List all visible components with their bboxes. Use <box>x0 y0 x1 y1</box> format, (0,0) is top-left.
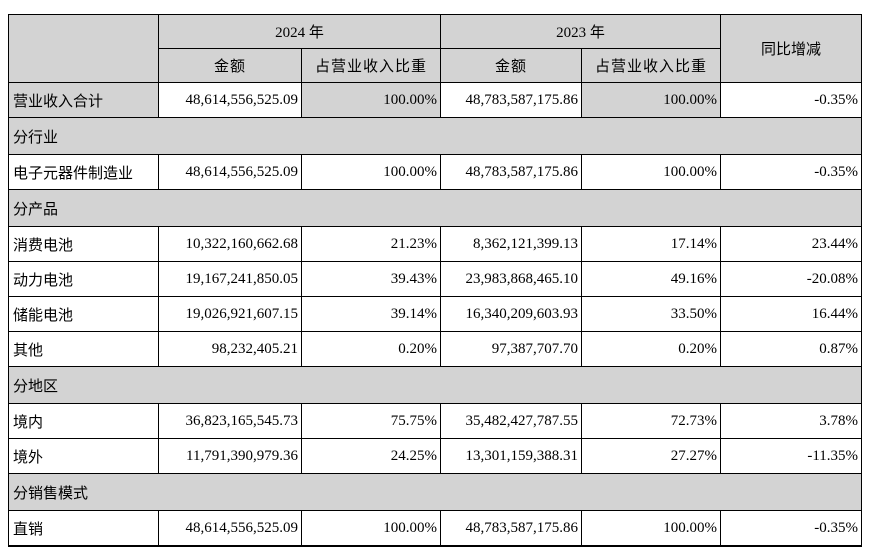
header-row-years: 2024 年 2023 年 同比增减 <box>8 14 863 83</box>
cell-ratio-2023: 33.50% <box>581 296 722 332</box>
cell-ratio-2024: 39.43% <box>300 261 442 297</box>
cell-amount-2024: 48,614,556,525.09 <box>158 510 302 547</box>
section-row-by-product: 分产品 <box>7 189 863 227</box>
cell-amount-2024: 19,167,241,850.05 <box>158 261 302 297</box>
cell-amount-2024: 11,791,390,979.36 <box>158 438 302 474</box>
table-row-overseas: 境外 11,791,390,979.36 24.25% 13,301,159,3… <box>8 438 863 474</box>
cell-ratio-2023: 27.27% <box>581 438 722 474</box>
cell-ratio-2024: 39.14% <box>300 296 442 332</box>
row-label: 直销 <box>8 510 159 547</box>
section-label: 分行业 <box>7 117 863 155</box>
cell-yoy: -0.35% <box>720 154 863 190</box>
row-label: 储能电池 <box>8 296 159 332</box>
table-row-domestic: 境内 36,823,165,545.73 75.75% 35,482,427,7… <box>8 403 863 439</box>
header-amount-2023: 金额 <box>440 48 583 83</box>
cell-ratio-2023: 72.73% <box>581 403 722 439</box>
row-label: 营业收入合计 <box>8 82 159 118</box>
cell-amount-2024: 98,232,405.21 <box>158 331 302 367</box>
cell-amount-2023: 13,301,159,388.31 <box>440 438 583 474</box>
cell-ratio-2023: 100.00% <box>581 154 722 190</box>
cell-ratio-2024: 21.23% <box>300 226 442 262</box>
cell-ratio-2023: 17.14% <box>581 226 722 262</box>
header-year-2024: 2024 年 <box>157 14 442 49</box>
cell-amount-2023: 48,783,587,175.86 <box>440 154 583 190</box>
revenue-breakdown-table: 2024 年 2023 年 同比增减 金额 占营业收入比重 金额 占营业收入比重… <box>7 14 863 547</box>
cell-amount-2024: 19,026,921,607.15 <box>158 296 302 332</box>
cell-yoy: 23.44% <box>720 226 863 262</box>
cell-ratio-2023: 100.00% <box>581 82 722 118</box>
row-label: 动力电池 <box>8 261 159 297</box>
cell-yoy: 0.87% <box>720 331 863 367</box>
table-row-total-revenue: 营业收入合计 48,614,556,525.09 100.00% 48,783,… <box>8 82 863 118</box>
section-row-by-region: 分地区 <box>7 366 863 404</box>
section-label: 分地区 <box>7 366 863 404</box>
cell-amount-2023: 48,783,587,175.86 <box>440 510 583 547</box>
cell-amount-2023: 97,387,707.70 <box>440 331 583 367</box>
cell-amount-2023: 8,362,121,399.13 <box>440 226 583 262</box>
header-ratio-2023: 占营业收入比重 <box>581 48 722 83</box>
section-row-by-industry: 分行业 <box>7 117 863 155</box>
cell-amount-2023: 23,983,868,465.10 <box>440 261 583 297</box>
cell-yoy: -11.35% <box>720 438 863 474</box>
table-row-consumer-battery: 消费电池 10,322,160,662.68 21.23% 8,362,121,… <box>8 226 863 262</box>
cell-ratio-2024: 100.00% <box>300 154 442 190</box>
cell-amount-2024: 48,614,556,525.09 <box>158 154 302 190</box>
cell-amount-2024: 36,823,165,545.73 <box>158 403 302 439</box>
revenue-breakdown-table-wrap: 2024 年 2023 年 同比增减 金额 占营业收入比重 金额 占营业收入比重… <box>7 14 863 547</box>
cell-yoy: -20.08% <box>720 261 863 297</box>
cell-amount-2024: 10,322,160,662.68 <box>158 226 302 262</box>
row-label: 消费电池 <box>8 226 159 262</box>
cell-amount-2023: 16,340,209,603.93 <box>440 296 583 332</box>
section-label: 分产品 <box>7 189 863 227</box>
header-amount-2024: 金额 <box>158 48 302 83</box>
table-row-power-battery: 动力电池 19,167,241,850.05 39.43% 23,983,868… <box>8 261 863 297</box>
table-row-electronic-components: 电子元器件制造业 48,614,556,525.09 100.00% 48,78… <box>8 154 863 190</box>
cell-yoy: -0.35% <box>720 82 863 118</box>
cell-yoy: -0.35% <box>720 510 863 547</box>
row-label: 电子元器件制造业 <box>8 154 159 190</box>
cell-yoy: 16.44% <box>720 296 863 332</box>
cell-amount-2024: 48,614,556,525.09 <box>158 82 302 118</box>
cell-ratio-2024: 75.75% <box>300 403 442 439</box>
cell-amount-2023: 35,482,427,787.55 <box>440 403 583 439</box>
section-label: 分销售模式 <box>7 473 863 511</box>
cell-amount-2023: 48,783,587,175.86 <box>440 82 583 118</box>
cell-ratio-2024: 100.00% <box>300 510 442 547</box>
cell-yoy: 3.78% <box>720 403 863 439</box>
table-row-energy-storage-battery: 储能电池 19,026,921,607.15 39.14% 16,340,209… <box>8 296 863 332</box>
row-label: 境内 <box>8 403 159 439</box>
header-corner-cell <box>8 14 159 83</box>
header-row-subcolumns: 金额 占营业收入比重 金额 占营业收入比重 <box>9 48 862 83</box>
header-yoy-change: 同比增减 <box>720 14 863 83</box>
cell-ratio-2024: 24.25% <box>300 438 442 474</box>
table-row-direct-sales: 直销 48,614,556,525.09 100.00% 48,783,587,… <box>8 510 863 547</box>
section-row-by-sales-model: 分销售模式 <box>7 473 863 511</box>
row-label: 其他 <box>8 331 159 367</box>
cell-ratio-2023: 0.20% <box>581 331 722 367</box>
table-row-other: 其他 98,232,405.21 0.20% 97,387,707.70 0.2… <box>8 331 863 367</box>
header-ratio-2024: 占营业收入比重 <box>300 48 442 83</box>
cell-ratio-2024: 0.20% <box>300 331 442 367</box>
cell-ratio-2023: 100.00% <box>581 510 722 547</box>
cell-ratio-2023: 49.16% <box>581 261 722 297</box>
header-year-2023: 2023 年 <box>440 14 722 49</box>
cell-ratio-2024: 100.00% <box>300 82 442 118</box>
row-label: 境外 <box>8 438 159 474</box>
